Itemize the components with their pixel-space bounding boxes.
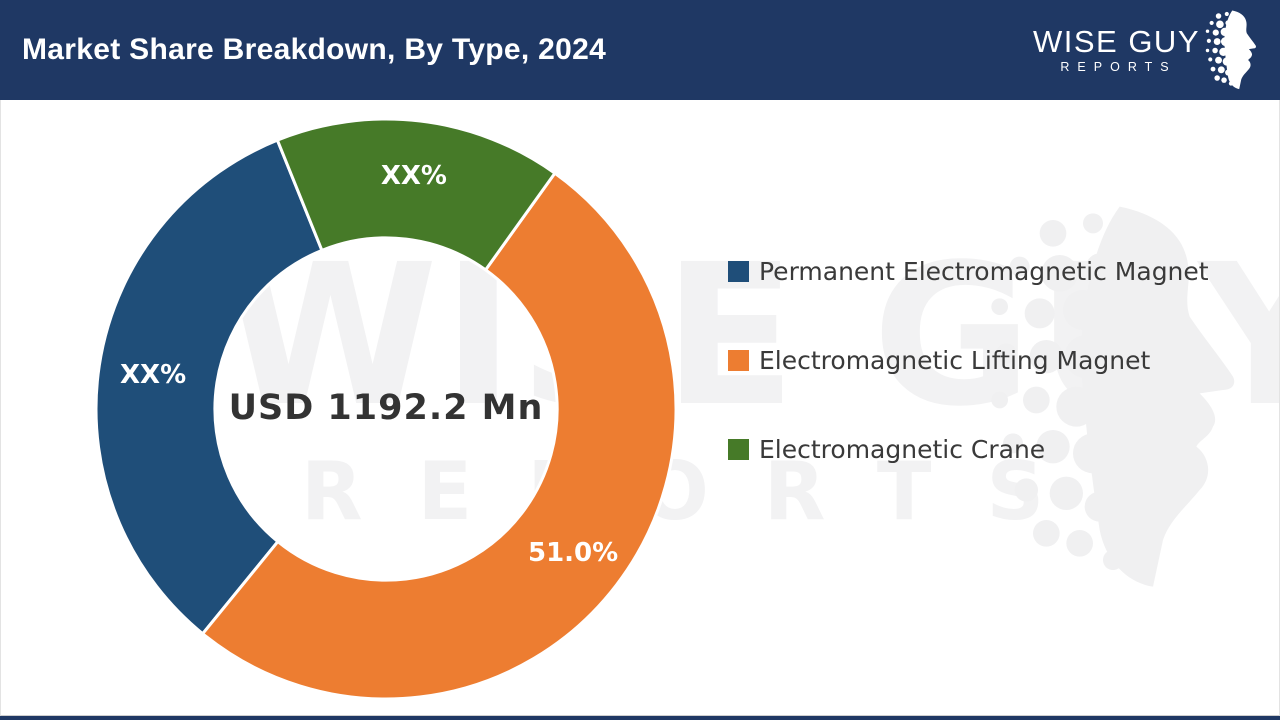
wiseguy-face-icon — [1205, 10, 1256, 89]
legend-label: Electromagnetic Crane — [759, 434, 1046, 464]
legend: Permanent Electromagnetic Magnet Electro… — [728, 250, 1209, 470]
wiseguy-logo: WISE GUY REPORTS — [1033, 9, 1264, 92]
legend-item-electromagnetic-lifting-magnet[interactable]: Electromagnetic Lifting Magnet — [728, 339, 1209, 381]
donut-chart: XX% 51.0% XX% USD 1192.2 Mn — [94, 117, 678, 701]
legend-item-electromagnetic-crane[interactable]: Electromagnetic Crane — [728, 428, 1209, 470]
logo-text: WISE GUY REPORTS — [1033, 26, 1200, 74]
header: Market Share Breakdown, By Type, 2024 WI… — [0, 0, 1280, 100]
slice-label-2: XX% — [381, 161, 447, 191]
donut-slice-0[interactable] — [94, 138, 324, 636]
footer-bar — [0, 716, 1280, 720]
legend-label: Permanent Electromagnetic Magnet — [759, 256, 1209, 286]
logo-wordmark: WISE GUY — [1032, 24, 1200, 60]
slice-label-1: 51.0% — [528, 538, 618, 568]
page-title: Market Share Breakdown, By Type, 2024 — [22, 33, 607, 66]
logo-subtext: REPORTS — [1060, 60, 1177, 75]
legend-label: Electromagnetic Lifting Magnet — [759, 345, 1151, 375]
donut-center-value: USD 1192.2 Mn — [229, 388, 544, 428]
donut-slice-1[interactable] — [201, 171, 678, 701]
legend-swatch-blue — [728, 260, 749, 282]
legend-swatch-orange — [728, 349, 749, 371]
chart-area: WISE GUY REPORTS XX% 51.0% XX% USD 1192.2 M… — [0, 100, 1280, 716]
slice-label-0: XX% — [120, 360, 186, 390]
legend-item-permanent-electromagnetic-magnet[interactable]: Permanent Electromagnetic Magnet — [728, 250, 1209, 292]
donut-slice-2[interactable] — [275, 117, 557, 272]
legend-swatch-green — [728, 438, 749, 460]
